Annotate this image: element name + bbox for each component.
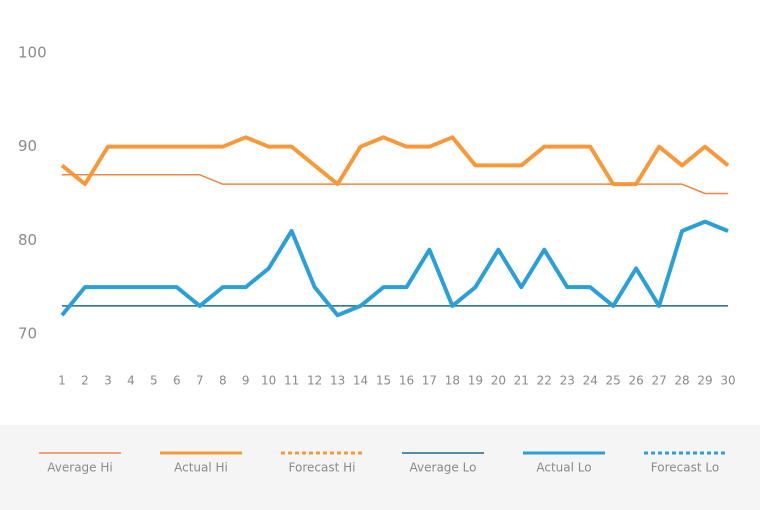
x-tick-label: 8 — [219, 374, 227, 388]
x-tick-label: 6 — [173, 374, 181, 388]
x-tick-label: 24 — [583, 374, 598, 388]
x-tick-label: 23 — [560, 374, 575, 388]
x-tick-label: 30 — [720, 374, 735, 388]
x-tick-label: 11 — [284, 374, 299, 388]
y-tick-label: 100 — [18, 44, 47, 62]
legend-label: Actual Lo — [536, 461, 591, 475]
x-tick-label: 12 — [307, 374, 322, 388]
series-line — [60, 219, 729, 318]
x-tick-label: 26 — [628, 374, 643, 388]
x-tick-label: 19 — [468, 374, 483, 388]
x-tick-label: 15 — [376, 374, 391, 388]
x-tick-label: 20 — [491, 374, 506, 388]
x-tick-label: 28 — [674, 374, 689, 388]
x-tick-label: 7 — [196, 374, 204, 388]
x-tick-label: 25 — [606, 374, 621, 388]
x-tick-label: 29 — [697, 374, 712, 388]
x-tick-label: 5 — [150, 374, 158, 388]
x-tick-label: 13 — [330, 374, 345, 388]
x-tick-label: 17 — [422, 374, 437, 388]
legend-label: Average Lo — [410, 461, 477, 475]
x-tick-label: 14 — [353, 374, 368, 388]
x-tick-label: 3 — [104, 374, 112, 388]
x-tick-label: 27 — [651, 374, 666, 388]
x-tick-label: 21 — [514, 374, 529, 388]
legend-label: Forecast Lo — [651, 461, 719, 475]
y-tick-label: 90 — [18, 137, 37, 155]
y-tick-label: 70 — [18, 325, 37, 343]
x-tick-label: 9 — [242, 374, 250, 388]
y-tick-label: 80 — [18, 231, 37, 249]
legend-background — [0, 425, 760, 510]
x-tick-label: 22 — [537, 374, 552, 388]
x-tick-label: 4 — [127, 374, 135, 388]
series-line — [60, 135, 730, 187]
legend-label: Average Hi — [47, 461, 112, 475]
x-tick-label: 1 — [58, 374, 66, 388]
legend-label: Forecast Hi — [289, 461, 356, 475]
legend-label: Actual Hi — [174, 461, 228, 475]
x-tick-label: 16 — [399, 374, 414, 388]
x-tick-label: 10 — [261, 374, 276, 388]
x-tick-label: 18 — [445, 374, 460, 388]
x-tick-label: 2 — [81, 374, 89, 388]
